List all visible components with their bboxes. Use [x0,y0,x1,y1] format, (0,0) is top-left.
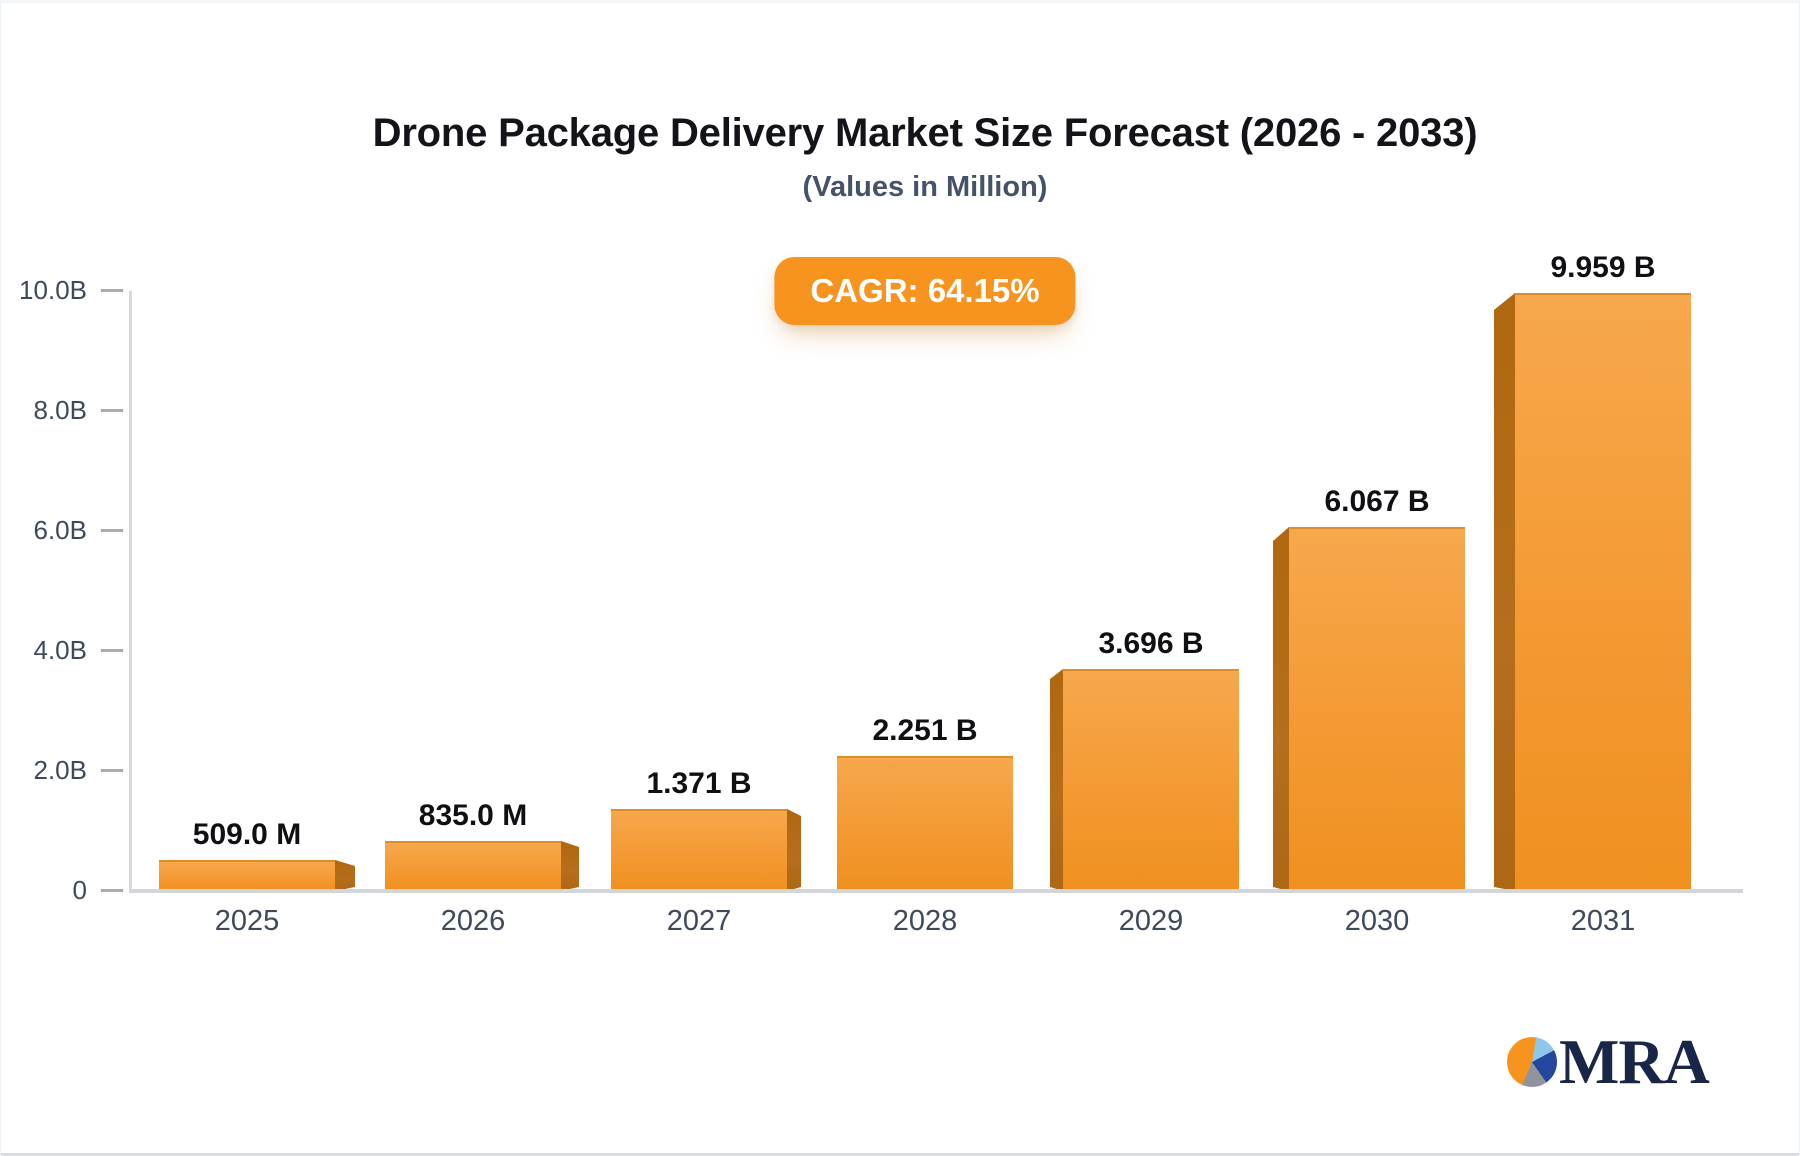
bar-2027[interactable] [611,809,787,891]
y-tick-label-4.0B: 4.0B [33,635,88,665]
y-tick-dash-4.0B [101,649,123,652]
bar-2030-3d-side [1273,527,1289,891]
mra-logo: MRA [1507,1026,1710,1097]
y-tick-label-0: 0 [72,875,87,905]
chart-subtitle: (Values in Million) [802,171,1048,203]
y-tick-dash-8.0B [101,409,123,412]
x-axis-label-2029: 2029 [1118,905,1184,937]
bar-2028[interactable] [837,756,1013,891]
pie-chart-logo-icon [1507,1037,1557,1087]
bar-value-label-2029: 3.696 B [1098,627,1204,660]
bar-value-label-2027: 1.371 B [646,767,752,800]
bar-2026-3d-side [561,841,579,891]
chart-title: Drone Package Delivery Market Size Forec… [372,111,1478,155]
logo-text: MRA [1559,1026,1710,1097]
bar-2031-3d-side [1494,293,1515,891]
bar-2030[interactable] [1289,527,1465,891]
bar-2025-3d-side [335,860,355,891]
cagr-badge: CAGR: 64.15% [774,257,1076,325]
x-axis-line [129,889,1743,893]
y-tick-dash-0 [101,889,123,892]
x-axis-label-2031: 2031 [1570,905,1636,937]
bar-2029-3d-side [1050,669,1063,891]
y-tick-label-8.0B: 8.0B [33,395,88,425]
bar-2025[interactable] [159,860,335,891]
bar-2031[interactable] [1515,293,1691,891]
y-tick-dash-10.0B [101,289,123,292]
x-axis-label-2025: 2025 [214,905,280,937]
bar-2027-3d-side [787,809,801,891]
bar-value-label-2028: 2.251 B [872,714,978,747]
bar-value-label-2031: 9.959 B [1550,251,1656,284]
bar-2029[interactable] [1063,669,1239,891]
bar-2026[interactable] [385,841,561,891]
y-tick-dash-6.0B [101,529,123,532]
bar-value-label-2025: 509.0 M [192,818,302,851]
bar-value-label-2026: 835.0 M [418,799,528,832]
y-tick-dash-2.0B [101,769,123,772]
y-tick-label-2.0B: 2.0B [33,755,88,785]
y-tick-label-6.0B: 6.0B [33,515,88,545]
y-tick-label-10.0B: 10.0B [19,275,87,305]
bar-value-label-2030: 6.067 B [1324,485,1430,518]
bottom-edge-line [1,1153,1799,1156]
x-axis-label-2027: 2027 [666,905,732,937]
x-axis-label-2028: 2028 [892,905,958,937]
x-axis-label-2030: 2030 [1344,905,1410,937]
x-axis-label-2026: 2026 [440,905,506,937]
y-axis-line [129,291,132,891]
